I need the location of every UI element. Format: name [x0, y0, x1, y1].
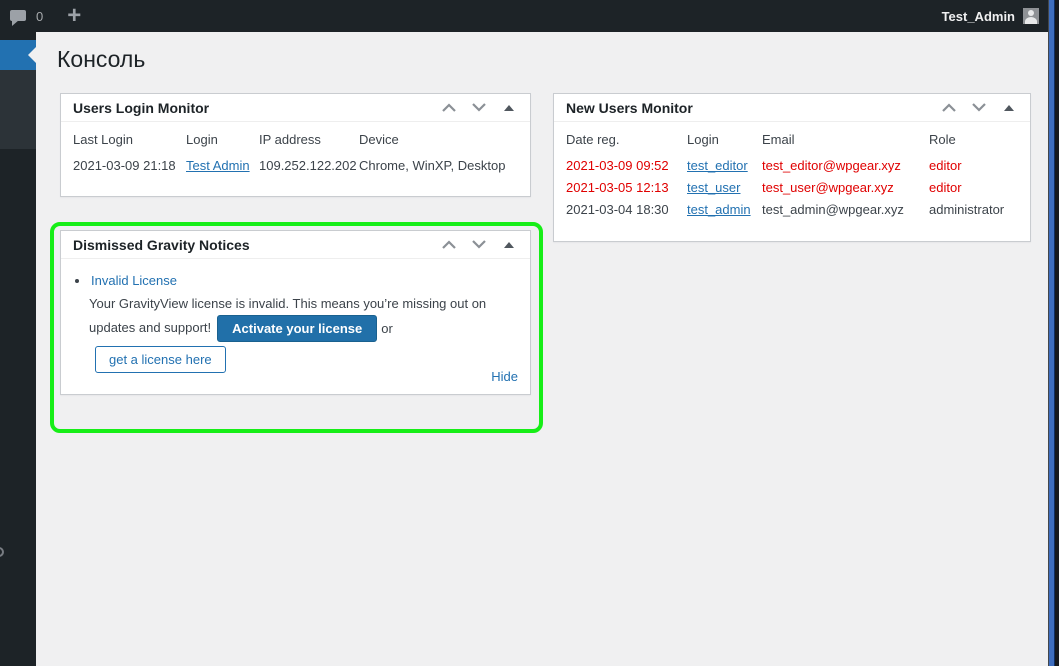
- table-row: 2021-03-09 21:18 Test Admin 109.252.122.…: [73, 155, 518, 177]
- admin-bar-left: 0 +: [0, 3, 81, 29]
- table-row: 2021-03-05 12:13 test_user test_user@wpg…: [566, 177, 1018, 199]
- widget-new-users-monitor: New Users Monitor Date reg. Login Email: [553, 93, 1031, 242]
- page-title: Консоль: [57, 46, 146, 72]
- notice-list: Invalid License: [90, 273, 518, 288]
- move-up-icon[interactable]: [936, 97, 962, 119]
- users-login-table: Last Login Login IP address Device 2021-…: [73, 122, 518, 177]
- sidebar-partial-icon: [0, 547, 4, 557]
- widget-header[interactable]: New Users Monitor: [554, 94, 1030, 122]
- new-users-table: Date reg. Login Email Role 2021-03-09 09…: [566, 122, 1018, 221]
- current-item-arrow-icon: [28, 47, 36, 63]
- hide-link[interactable]: Hide: [491, 369, 518, 384]
- move-up-icon[interactable]: [436, 234, 462, 256]
- widget-title: Users Login Monitor: [73, 99, 210, 116]
- col-role: Role: [929, 132, 956, 147]
- date-cell: 2021-03-05 12:13: [566, 180, 669, 195]
- col-date-reg: Date reg.: [566, 132, 620, 147]
- sidebar-submenu-block[interactable]: [0, 70, 36, 149]
- widget-handle-actions: [436, 234, 522, 256]
- activate-license-button[interactable]: Activate your license: [217, 315, 378, 342]
- move-down-icon[interactable]: [966, 97, 992, 119]
- user-link[interactable]: test_editor: [687, 158, 748, 173]
- widget-header[interactable]: Users Login Monitor: [61, 94, 530, 122]
- widget-dismissed-gravity-notices: Dismissed Gravity Notices Invalid Licens…: [60, 230, 531, 395]
- email-cell: test_editor@wpgear.xyz: [762, 158, 901, 173]
- avatar[interactable]: [1023, 8, 1039, 24]
- col-ip: IP address: [259, 132, 321, 147]
- role-cell: editor: [929, 180, 962, 195]
- get-license-button[interactable]: get a license here: [95, 346, 226, 373]
- widget-title: New Users Monitor: [566, 99, 693, 116]
- list-item: Invalid License: [90, 273, 518, 288]
- notice-text: Your GravityView license is invalid. Thi…: [89, 294, 509, 375]
- user-link[interactable]: test_admin: [687, 202, 751, 217]
- date-cell: 2021-03-09 09:52: [566, 158, 669, 173]
- col-login: Login: [687, 132, 719, 147]
- window-edge: [1048, 0, 1059, 666]
- table-header-row: Date reg. Login Email Role: [566, 122, 1018, 155]
- comments-icon[interactable]: [10, 9, 26, 26]
- dashboard-content: Консоль Users Login Monitor Last Login: [36, 32, 1048, 666]
- table-row: 2021-03-04 18:30 test_admin test_admin@w…: [566, 199, 1018, 221]
- move-up-icon[interactable]: [436, 97, 462, 119]
- username-label[interactable]: Test_Admin: [941, 8, 1015, 24]
- role-cell: administrator: [929, 202, 1005, 217]
- widget-title: Dismissed Gravity Notices: [73, 236, 250, 253]
- widget-body: Date reg. Login Email Role 2021-03-09 09…: [554, 122, 1030, 231]
- widget-header[interactable]: Dismissed Gravity Notices: [61, 231, 530, 259]
- device-cell: Chrome, WinXP, Desktop: [359, 158, 506, 173]
- or-label: or: [381, 321, 393, 336]
- sidebar-item-dashboard[interactable]: [0, 40, 36, 70]
- widget-handle-actions: [436, 97, 522, 119]
- col-device: Device: [359, 132, 399, 147]
- table-row: 2021-03-09 09:52 test_editor test_editor…: [566, 155, 1018, 177]
- admin-bar: 0 + Test_Admin: [0, 0, 1059, 32]
- col-last-login: Last Login: [73, 132, 133, 147]
- move-down-icon[interactable]: [466, 234, 492, 256]
- admin-sidebar: [0, 32, 36, 666]
- new-content-icon[interactable]: +: [67, 2, 82, 29]
- ip-cell: 109.252.122.202: [259, 158, 357, 173]
- collapse-toggle-icon[interactable]: [496, 234, 522, 256]
- col-email: Email: [762, 132, 795, 147]
- admin-bar-account[interactable]: Test_Admin: [942, 8, 1059, 24]
- invalid-license-link[interactable]: Invalid License: [91, 273, 177, 288]
- role-cell: editor: [929, 158, 962, 173]
- email-cell: test_user@wpgear.xyz: [762, 180, 894, 195]
- user-link[interactable]: Test Admin: [186, 158, 250, 173]
- widget-body: Last Login Login IP address Device 2021-…: [61, 122, 530, 187]
- user-link[interactable]: test_user: [687, 180, 741, 195]
- widget-users-login-monitor: Users Login Monitor Last Login Login IP …: [60, 93, 531, 197]
- collapse-toggle-icon[interactable]: [996, 97, 1022, 119]
- last-login-cell: 2021-03-09 21:18: [73, 158, 176, 173]
- highlight-outline: [50, 222, 543, 433]
- email-cell: test_admin@wpgear.xyz: [762, 202, 904, 217]
- widget-handle-actions: [936, 97, 1022, 119]
- notice-message: Your GravityView license is invalid. Thi…: [89, 296, 487, 335]
- col-login: Login: [186, 132, 218, 147]
- move-down-icon[interactable]: [466, 97, 492, 119]
- collapse-toggle-icon[interactable]: [496, 97, 522, 119]
- comment-count[interactable]: 0: [36, 8, 44, 24]
- table-header-row: Last Login Login IP address Device: [73, 122, 518, 155]
- date-cell: 2021-03-04 18:30: [566, 202, 669, 217]
- widget-body: Invalid License Your GravityView license…: [61, 273, 530, 385]
